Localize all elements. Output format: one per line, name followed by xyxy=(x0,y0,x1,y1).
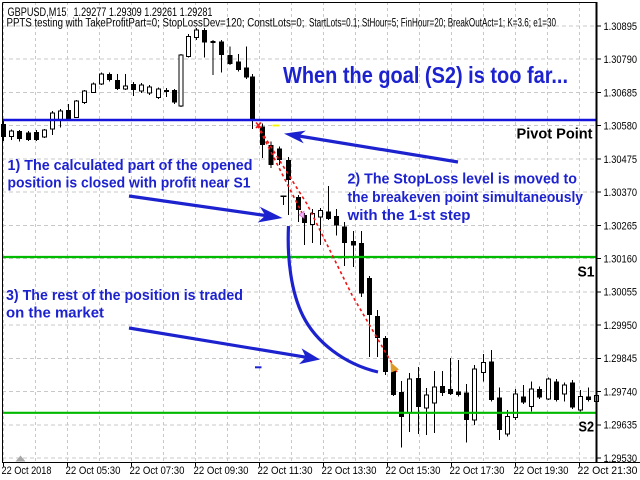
svg-text:1.29277 1.29309 1.29261 1.2928: 1.29277 1.29309 1.29261 1.29281 xyxy=(74,7,213,19)
svg-text:22 Oct 09:30: 22 Oct 09:30 xyxy=(194,465,249,477)
svg-text:1.29950: 1.29950 xyxy=(604,320,638,332)
svg-text:2) The StopLoss level is moved: 2) The StopLoss level is moved to xyxy=(348,171,578,188)
svg-text:22 Oct 07:30: 22 Oct 07:30 xyxy=(130,465,185,477)
svg-text:1.29635: 1.29635 xyxy=(604,420,638,432)
svg-text:22 Oct 17:30: 22 Oct 17:30 xyxy=(450,465,505,477)
svg-text:1) The calculated part of the: 1) The calculated part of the opened xyxy=(8,157,253,174)
svg-text:1.30265: 1.30265 xyxy=(604,220,638,232)
svg-text:22 Oct 19:30: 22 Oct 19:30 xyxy=(514,465,569,477)
svg-text:22 Oct 2018: 22 Oct 2018 xyxy=(2,465,52,477)
svg-text:22 Oct 05:30: 22 Oct 05:30 xyxy=(66,465,121,477)
svg-text:S2: S2 xyxy=(579,419,595,436)
svg-text:When the goal (S2) is too far.: When the goal (S2) is too far... xyxy=(283,62,568,88)
svg-text:with the 1-st step: with the 1-st step xyxy=(346,207,470,224)
svg-text:1.30370: 1.30370 xyxy=(604,187,638,199)
svg-text:1.30475: 1.30475 xyxy=(604,154,638,166)
svg-text:on the market: on the market xyxy=(6,305,104,322)
svg-text:22 Oct 15:30: 22 Oct 15:30 xyxy=(386,465,441,477)
svg-text:3) The rest of the position is: 3) The rest of the position is traded xyxy=(6,287,243,304)
svg-text:PPTS testing with TakeProfitPa: PPTS testing with TakeProfitPart=0; Stop… xyxy=(7,17,305,29)
svg-text:GBPUSD,M15: GBPUSD,M15 xyxy=(8,7,67,19)
svg-text:1.30685: 1.30685 xyxy=(604,87,638,99)
svg-text:StartLots=0.1; StHour=5; FinHo: StartLots=0.1; StHour=5; FinHour=20; Bre… xyxy=(309,17,556,29)
svg-text:1.29845: 1.29845 xyxy=(604,353,638,365)
svg-text:22 Oct 13:30: 22 Oct 13:30 xyxy=(322,465,377,477)
svg-text:1.30580: 1.30580 xyxy=(604,121,638,133)
svg-text:position is closed with profit: position is closed with profit near S1 xyxy=(8,175,251,192)
svg-text:Pivot Point: Pivot Point xyxy=(517,126,593,143)
svg-text:1.30895: 1.30895 xyxy=(604,21,638,33)
svg-text:22 Oct 21:30: 22 Oct 21:30 xyxy=(578,465,638,477)
svg-text:1.30790: 1.30790 xyxy=(604,54,638,66)
svg-text:1.30160: 1.30160 xyxy=(604,254,638,266)
svg-text:1.30055: 1.30055 xyxy=(604,287,638,299)
svg-text:1.29740: 1.29740 xyxy=(604,386,638,398)
svg-text:S1: S1 xyxy=(578,263,595,280)
svg-text:22 Oct 11:30: 22 Oct 11:30 xyxy=(258,465,313,477)
svg-text:1.29530: 1.29530 xyxy=(604,453,638,465)
svg-text:the breakeven point simultaneo: the breakeven point simultaneously xyxy=(348,189,584,206)
